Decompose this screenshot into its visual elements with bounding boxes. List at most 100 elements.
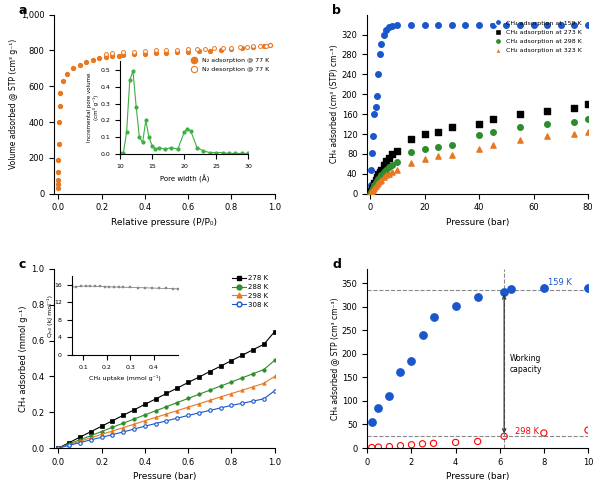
- Point: [515, 110, 524, 118]
- Point: [583, 20, 593, 28]
- Point: [542, 107, 552, 114]
- Point: [420, 130, 430, 138]
- Point: [385, 164, 394, 171]
- Point: [488, 115, 497, 123]
- Point: [365, 189, 375, 197]
- Point: [366, 186, 376, 194]
- Point: [506, 285, 515, 293]
- Point: [375, 168, 385, 176]
- Legend: CH₄ adsorption at 159 K, CH₄ adsorption at 273 K, CH₄ adsorption at 298 K, CH₄ a: CH₄ adsorption at 159 K, CH₄ adsorption …: [490, 18, 585, 56]
- Point: [370, 179, 379, 187]
- Point: [539, 284, 548, 292]
- Point: [368, 186, 377, 194]
- Point: [488, 128, 497, 135]
- Point: [583, 100, 593, 108]
- Point: [373, 179, 383, 187]
- Point: [542, 132, 552, 140]
- Y-axis label: CH₄ adsorbed (cm³ (STP) cm⁻³): CH₄ adsorbed (cm³ (STP) cm⁻³): [330, 45, 339, 164]
- Point: [372, 180, 382, 188]
- Point: [583, 284, 593, 292]
- Point: [556, 20, 566, 28]
- Text: b: b: [332, 4, 341, 17]
- Point: [447, 142, 457, 150]
- Point: [385, 170, 394, 178]
- Point: [382, 166, 391, 174]
- Point: [433, 143, 443, 151]
- Point: [374, 404, 383, 412]
- Point: [407, 441, 416, 449]
- Point: [515, 20, 524, 28]
- Point: [433, 152, 443, 160]
- Point: [539, 429, 548, 437]
- Point: [382, 26, 391, 34]
- Point: [365, 189, 375, 197]
- Point: [367, 187, 377, 195]
- Text: d: d: [332, 258, 341, 271]
- Point: [418, 440, 427, 448]
- Point: [371, 103, 380, 111]
- Text: a: a: [19, 4, 27, 17]
- Point: [515, 123, 524, 131]
- Point: [375, 173, 385, 181]
- Point: [379, 31, 388, 38]
- Point: [420, 145, 430, 153]
- Point: [367, 187, 376, 195]
- Point: [367, 149, 377, 157]
- Point: [367, 186, 377, 193]
- Point: [373, 170, 383, 178]
- X-axis label: Pressure (bar): Pressure (bar): [446, 218, 509, 227]
- Point: [542, 120, 552, 128]
- Point: [365, 189, 375, 197]
- Point: [373, 175, 383, 183]
- Point: [451, 438, 460, 446]
- Point: [376, 40, 386, 48]
- Point: [371, 182, 380, 189]
- Point: [407, 357, 416, 365]
- Point: [392, 20, 402, 28]
- Point: [569, 20, 579, 28]
- X-axis label: Relative pressure (P/P₀): Relative pressure (P/P₀): [112, 218, 217, 227]
- Point: [395, 442, 405, 450]
- Point: [474, 131, 484, 139]
- Point: [370, 184, 379, 192]
- Point: [569, 118, 579, 126]
- Point: [373, 71, 383, 78]
- X-axis label: Pressure (bar): Pressure (bar): [133, 472, 196, 481]
- X-axis label: Pressure (bar): Pressure (bar): [446, 472, 509, 481]
- Point: [379, 161, 388, 169]
- Point: [385, 443, 394, 450]
- Point: [366, 189, 376, 197]
- Point: [370, 181, 379, 189]
- Point: [372, 173, 382, 181]
- Point: [376, 166, 386, 174]
- Point: [406, 159, 416, 167]
- Point: [376, 171, 386, 179]
- Point: [529, 20, 538, 28]
- Point: [387, 168, 397, 176]
- Point: [366, 189, 376, 197]
- Y-axis label: Volume adsorbed @ STP (cm³ g⁻¹): Volume adsorbed @ STP (cm³ g⁻¹): [9, 39, 18, 169]
- Point: [367, 188, 376, 196]
- Point: [382, 157, 391, 165]
- Point: [451, 302, 460, 310]
- Point: [502, 20, 511, 28]
- Point: [366, 189, 376, 197]
- Point: [488, 142, 497, 150]
- Point: [569, 130, 579, 138]
- Point: [371, 176, 380, 184]
- Point: [387, 162, 397, 169]
- Text: 159 K: 159 K: [548, 279, 572, 287]
- Point: [367, 188, 376, 196]
- Point: [385, 23, 394, 31]
- Point: [461, 20, 470, 28]
- Point: [395, 368, 405, 375]
- Point: [473, 437, 482, 445]
- Point: [433, 128, 443, 135]
- Point: [583, 426, 593, 434]
- Point: [429, 439, 439, 447]
- Point: [385, 154, 394, 162]
- Point: [366, 189, 376, 197]
- Point: [368, 185, 377, 192]
- Point: [406, 135, 416, 143]
- Point: [392, 158, 402, 166]
